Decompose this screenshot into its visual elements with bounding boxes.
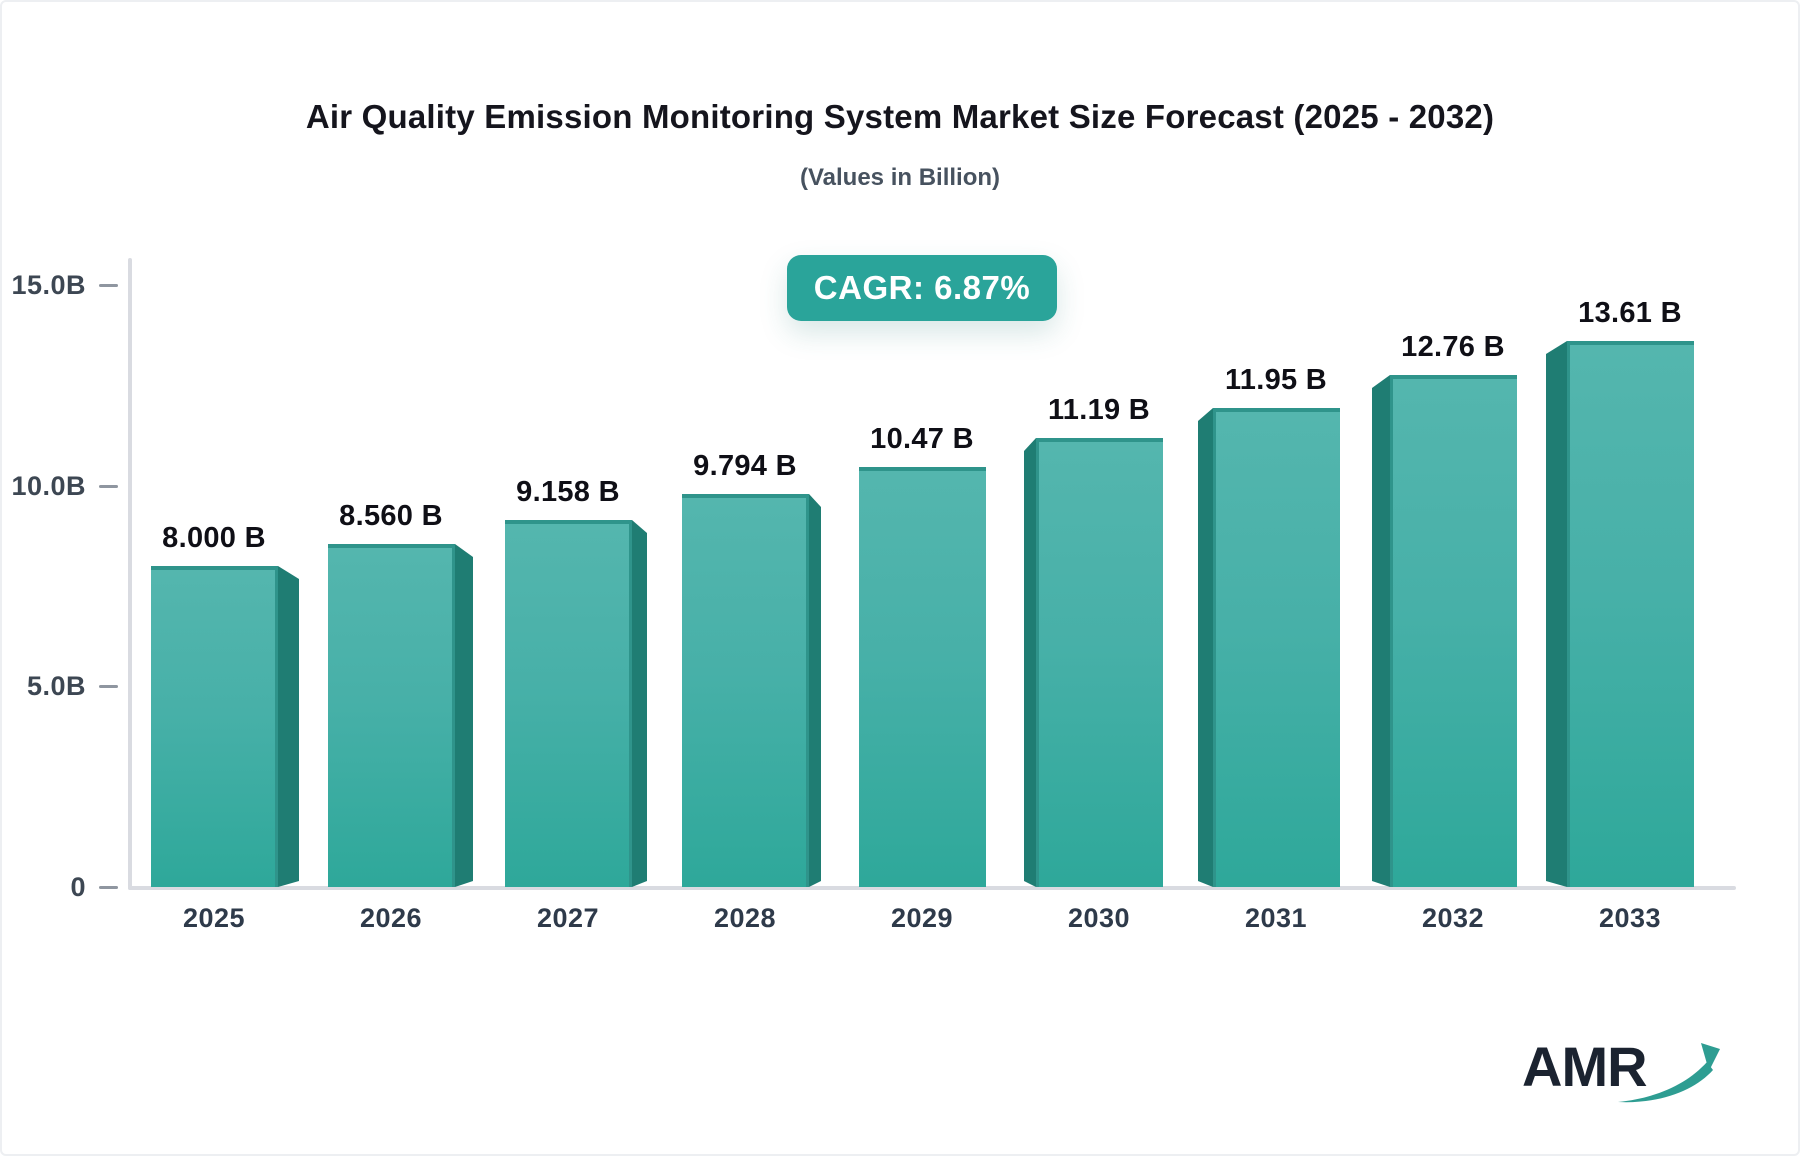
- x-axis-line: [128, 886, 1736, 890]
- x-axis-label-2025: 2025: [182, 903, 246, 933]
- bar-side-2026: [455, 544, 473, 887]
- bar-value-label: 10.47 B: [870, 423, 974, 455]
- amr-logo: AMR: [1522, 1034, 1732, 1114]
- bar-side-2032: [1372, 375, 1390, 887]
- bar-value-label: 11.19 B: [1047, 394, 1151, 426]
- bar-value-label: 8.560 B: [339, 500, 443, 532]
- y-axis-line: [128, 258, 132, 890]
- chart-title: Air Quality Emission Monitoring System M…: [305, 98, 1495, 135]
- bar-side-2027: [632, 520, 647, 887]
- bar-side-2028: [809, 494, 821, 887]
- x-axis-label-2030: 2030: [1067, 903, 1131, 933]
- bar-2033[interactable]: [1567, 341, 1694, 887]
- bar-2025[interactable]: [151, 566, 278, 887]
- bar-2032[interactable]: [1390, 375, 1517, 887]
- x-axis-label-2029: 2029: [890, 903, 954, 933]
- amr-logo-text: AMR: [1522, 1035, 1648, 1098]
- y-tick-label: 15.0B: [11, 270, 86, 300]
- y-tick-mark: [99, 685, 118, 688]
- y-tick-label: 5.0B: [26, 671, 86, 701]
- bar-value-label: 12.76 B: [1401, 331, 1505, 363]
- cagr-badge: CAGR: 6.87%: [787, 255, 1057, 321]
- y-tick-mark: [99, 485, 118, 488]
- bar-2030[interactable]: [1036, 438, 1163, 887]
- bar-side-2025: [278, 566, 299, 887]
- bar-value-label: 13.61 B: [1578, 297, 1682, 329]
- bar-value-label: 9.794 B: [693, 450, 797, 482]
- y-tick-mark: [99, 886, 118, 889]
- y-tick-label: 0: [70, 872, 86, 902]
- bar-2026[interactable]: [328, 544, 455, 887]
- bar-value-label: 8.000 B: [162, 522, 266, 554]
- bar-side-2030: [1024, 438, 1036, 887]
- bar-value-label: 11.95 B: [1224, 364, 1328, 396]
- x-axis-label-2028: 2028: [713, 903, 777, 933]
- growth-arrow-icon: [1618, 1043, 1720, 1103]
- x-axis-label-2032: 2032: [1421, 903, 1485, 933]
- x-axis-label-2031: 2031: [1244, 903, 1308, 933]
- bar-2027[interactable]: [505, 520, 632, 887]
- x-axis-label-2033: 2033: [1598, 903, 1662, 933]
- bar-side-2033: [1546, 341, 1567, 887]
- bar-2028[interactable]: [682, 494, 809, 887]
- bar-2029[interactable]: [859, 467, 986, 887]
- x-axis-label-2026: 2026: [359, 903, 423, 933]
- y-tick-mark: [99, 284, 118, 287]
- bar-side-2031: [1198, 408, 1213, 887]
- bar-value-label: 9.158 B: [516, 476, 620, 508]
- x-axis-label-2027: 2027: [536, 903, 600, 933]
- y-tick-label: 10.0B: [11, 471, 86, 501]
- bar-2031[interactable]: [1213, 408, 1340, 887]
- chart-subtitle: (Values in Billion): [799, 164, 1001, 191]
